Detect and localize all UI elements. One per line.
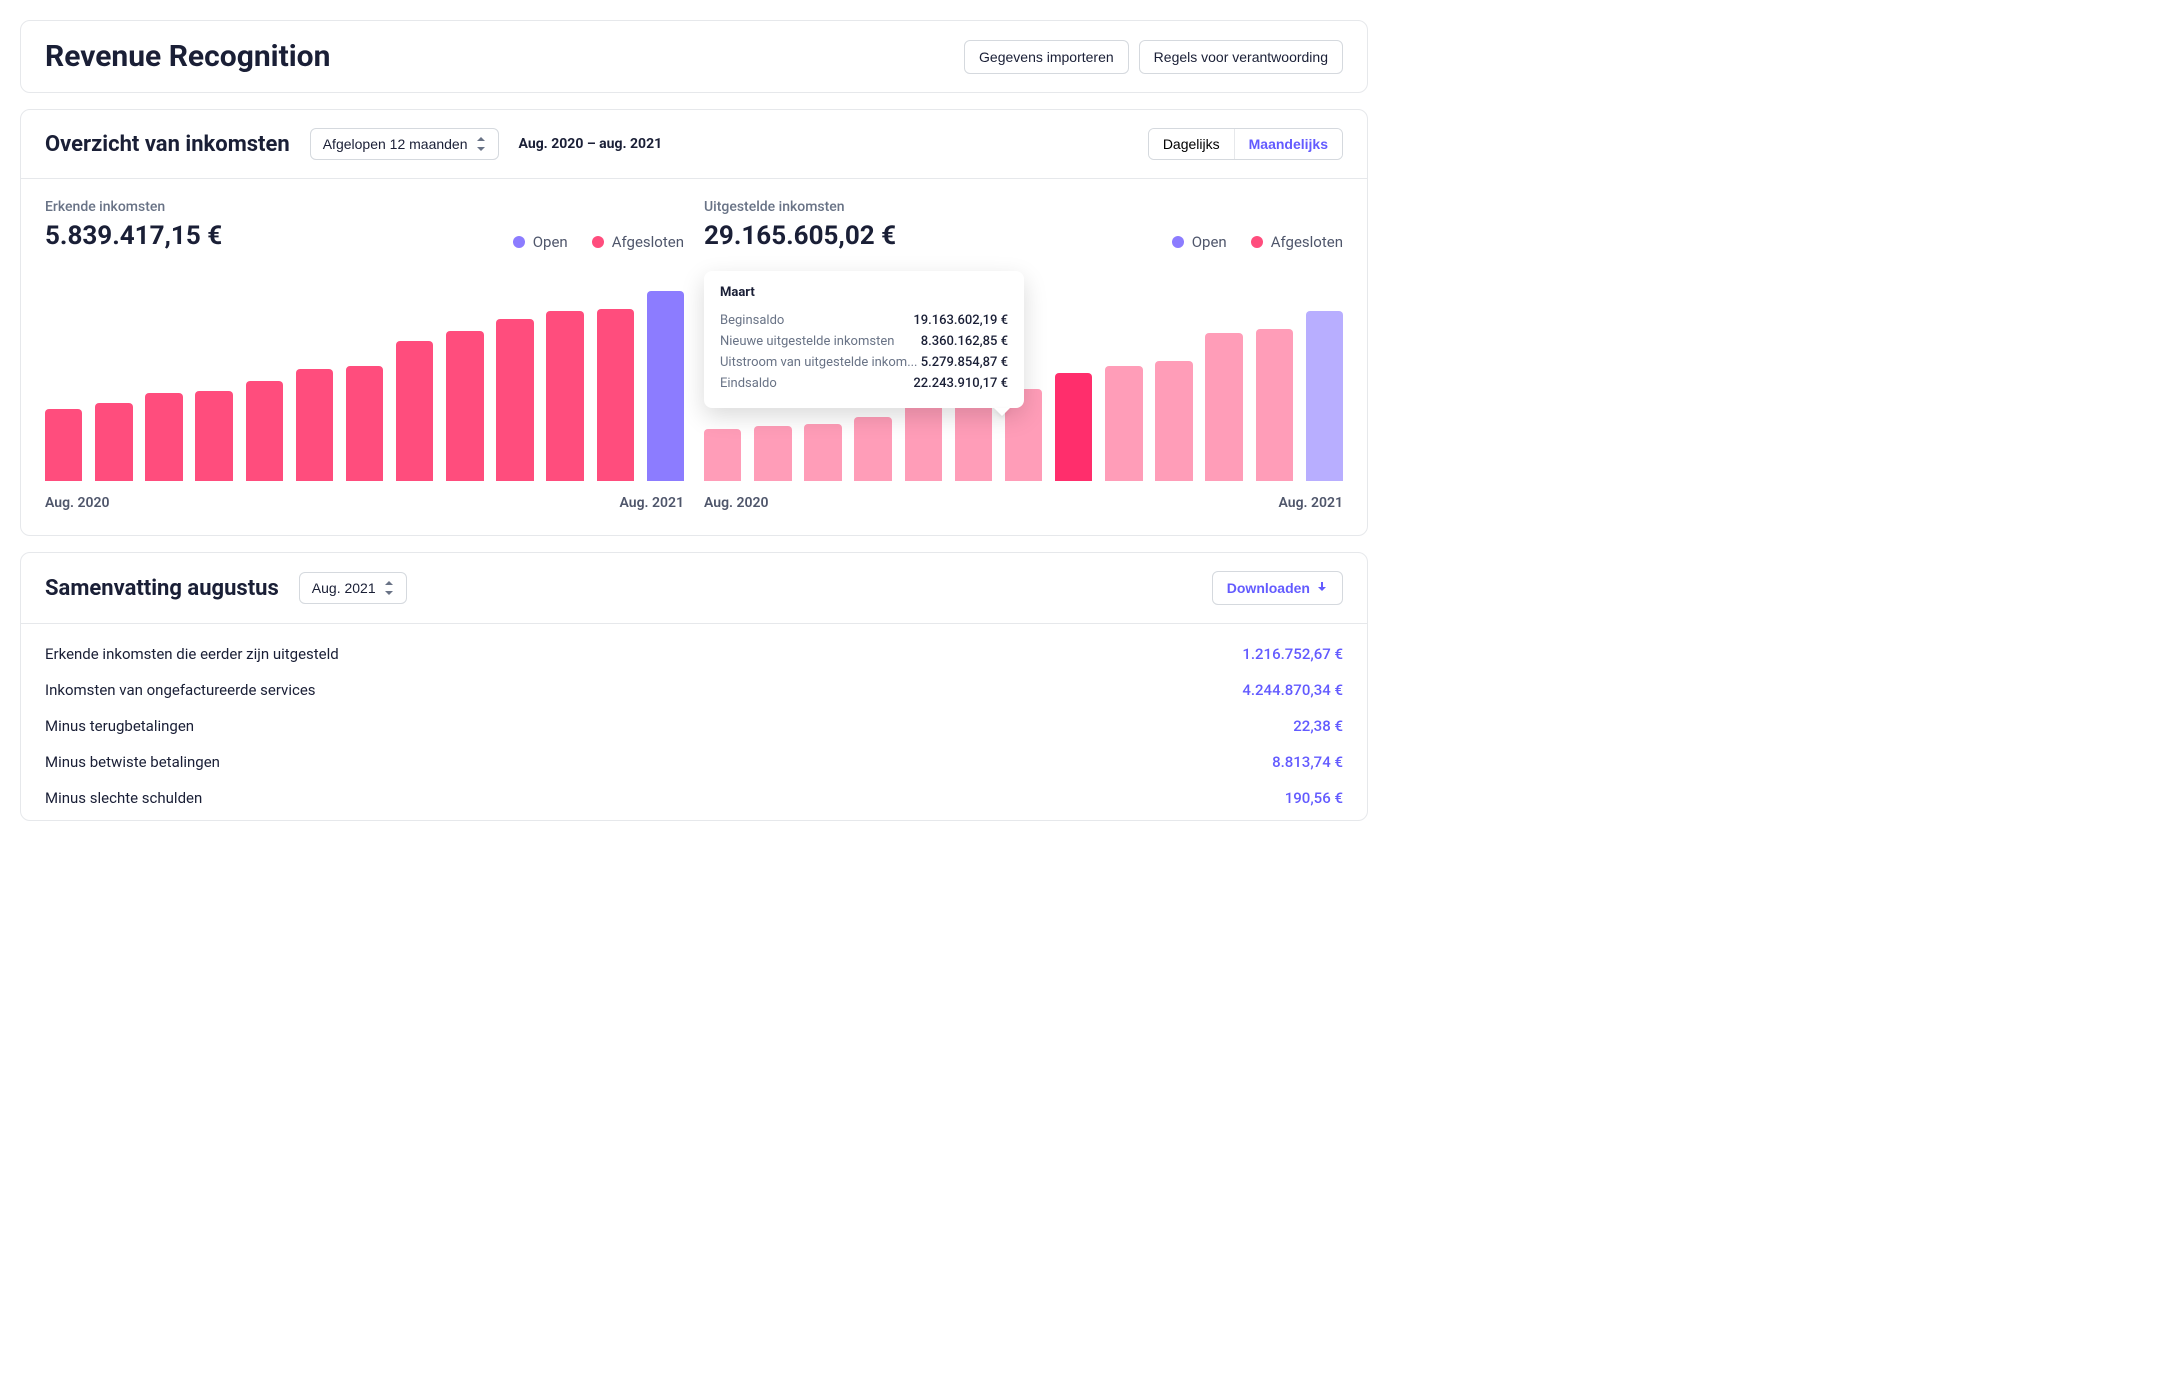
chart-bar[interactable]	[195, 391, 232, 481]
summary-month-selector[interactable]: Aug. 2021	[299, 572, 407, 604]
summary-row-value[interactable]: 8.813,74 €	[1272, 753, 1343, 771]
recognized-value: 5.839.417,15 €	[45, 221, 222, 251]
tooltip-row: Beginsaldo 19.163.602,19 €	[720, 310, 1008, 331]
dot-closed-icon	[592, 236, 604, 248]
chart-bar[interactable]	[346, 366, 383, 481]
interval-toggle: Dagelijks Maandelijks	[1148, 128, 1343, 160]
recognized-bar-chart	[45, 281, 684, 481]
range-selector-label: Afgelopen 12 maanden	[323, 136, 468, 152]
chart-bar[interactable]	[905, 403, 942, 481]
axis-end: Aug. 2021	[1279, 495, 1344, 511]
summary-row: Minus terugbetalingen 22,38 €	[45, 708, 1343, 744]
chart-bar[interactable]	[1055, 373, 1092, 481]
tooltip-row-value: 19.163.602,19 €	[913, 313, 1008, 328]
summary-row-label: Minus betwiste betalingen	[45, 753, 220, 771]
summary-row-value[interactable]: 190,56 €	[1285, 789, 1343, 807]
chart-tooltip: Maart Beginsaldo 19.163.602,19 € Nieuwe ui…	[704, 271, 1024, 408]
deferred-revenue-panel: Uitgestelde inkomsten 29.165.605,02 € Op…	[704, 199, 1343, 511]
legend-open-label: Open	[1192, 233, 1227, 251]
chart-bar[interactable]	[1205, 333, 1242, 481]
summary-month-label: Aug. 2021	[312, 580, 376, 596]
chart-bar[interactable]	[597, 309, 634, 481]
summary-row: Minus slechte schulden 190,56 €	[45, 780, 1343, 816]
range-selector[interactable]: Afgelopen 12 maanden	[310, 128, 499, 160]
toggle-monthly[interactable]: Maandelijks	[1235, 129, 1342, 159]
recognized-legend: Open Afgesloten	[513, 233, 684, 251]
chart-bar[interactable]	[246, 381, 283, 481]
tooltip-caret-icon	[994, 408, 1010, 416]
summary-row-value[interactable]: 22,38 €	[1293, 717, 1343, 735]
summary-title: Samenvatting augustus	[45, 576, 279, 601]
legend-closed-label: Afgesloten	[1271, 233, 1343, 251]
chart-bar[interactable]	[95, 403, 132, 481]
chart-bar[interactable]	[754, 426, 791, 481]
chart-bar[interactable]	[1155, 361, 1192, 481]
dot-open-icon	[513, 236, 525, 248]
chart-bar[interactable]	[647, 291, 684, 481]
dot-closed-icon	[1251, 236, 1263, 248]
chart-bar[interactable]	[955, 399, 992, 481]
download-label: Downloaden	[1227, 580, 1310, 596]
date-range-text: Aug. 2020 – aug. 2021	[519, 136, 663, 152]
summary-row-label: Inkomsten van ongefactureerde services	[45, 681, 316, 699]
download-button[interactable]: Downloaden	[1212, 571, 1343, 605]
chart-bar[interactable]	[396, 341, 433, 481]
tooltip-row-value: 8.360.162,85 €	[921, 334, 1008, 349]
tooltip-row: Nieuwe uitgestelde inkomsten 8.360.162,85…	[720, 331, 1008, 352]
axis-end: Aug. 2021	[620, 495, 685, 511]
tooltip-row: Eindsaldo 22.243.910,17 €	[720, 373, 1008, 394]
recognition-rules-button[interactable]: Regels voor verantwoording	[1139, 40, 1343, 74]
recognized-revenue-panel: Erkende inkomsten 5.839.417,15 € Open Af…	[45, 199, 684, 511]
tooltip-row-value: 22.243.910,17 €	[913, 376, 1008, 391]
summary-row-value[interactable]: 1.216.752,67 €	[1242, 645, 1343, 663]
legend-closed-label: Afgesloten	[612, 233, 684, 251]
overview-title: Overzicht van inkomsten	[45, 132, 290, 157]
summary-card: Samenvatting augustus Aug. 2021 Download…	[20, 552, 1368, 821]
axis-start: Aug. 2020	[45, 495, 110, 511]
chart-bar[interactable]	[854, 417, 891, 481]
legend-open-label: Open	[533, 233, 568, 251]
recognized-label: Erkende inkomsten	[45, 199, 684, 215]
tooltip-title: Maart	[720, 285, 1008, 300]
chevron-updown-icon	[384, 581, 394, 595]
chart-bar[interactable]	[296, 369, 333, 481]
tooltip-row-label: Nieuwe uitgestelde inkomsten	[720, 334, 894, 349]
axis-start: Aug. 2020	[704, 495, 769, 511]
chart-bar[interactable]	[145, 393, 182, 481]
summary-row: Inkomsten van ongefactureerde services 4.…	[45, 672, 1343, 708]
chart-bar[interactable]	[804, 424, 841, 481]
header-card: Revenue Recognition Gegevens importeren …	[20, 20, 1368, 93]
page-title: Revenue Recognition	[45, 39, 330, 74]
deferred-value: 29.165.605,02 €	[704, 221, 896, 251]
chart-bar[interactable]	[1105, 366, 1142, 481]
summary-row-value[interactable]: 4.244.870,34 €	[1242, 681, 1343, 699]
tooltip-row-label: Beginsaldo	[720, 313, 784, 328]
chart-bar[interactable]	[1256, 329, 1293, 481]
tooltip-row: Uitstroom van uitgestelde inkom... 5.279.…	[720, 352, 1008, 373]
download-icon	[1316, 582, 1328, 594]
summary-row-label: Minus slechte schulden	[45, 789, 202, 807]
summary-row: Erkende inkomsten die eerder zijn uitges…	[45, 636, 1343, 672]
chevron-updown-icon	[476, 137, 486, 151]
chart-bar[interactable]	[546, 311, 583, 481]
chart-bar[interactable]	[704, 429, 741, 481]
overview-card: Overzicht van inkomsten Afgelopen 12 maa…	[20, 109, 1368, 536]
tooltip-row-label: Uitstroom van uitgestelde inkom...	[720, 355, 917, 370]
summary-row-label: Minus terugbetalingen	[45, 717, 194, 735]
summary-row: Minus betwiste betalingen 8.813,74 €	[45, 744, 1343, 780]
tooltip-row-value: 5.279.854,87 €	[921, 355, 1008, 370]
summary-row-label: Erkende inkomsten die eerder zijn uitges…	[45, 645, 339, 663]
toggle-daily[interactable]: Dagelijks	[1149, 129, 1235, 159]
dot-open-icon	[1172, 236, 1184, 248]
tooltip-row-label: Eindsaldo	[720, 376, 777, 391]
deferred-legend: Open Afgesloten	[1172, 233, 1343, 251]
deferred-label: Uitgestelde inkomsten	[704, 199, 1343, 215]
summary-rows: Erkende inkomsten die eerder zijn uitges…	[21, 624, 1367, 820]
chart-bar[interactable]	[446, 331, 483, 481]
chart-bar[interactable]	[1306, 311, 1343, 481]
chart-bar[interactable]	[45, 409, 82, 481]
chart-bar[interactable]	[496, 319, 533, 481]
import-data-button[interactable]: Gegevens importeren	[964, 40, 1129, 74]
